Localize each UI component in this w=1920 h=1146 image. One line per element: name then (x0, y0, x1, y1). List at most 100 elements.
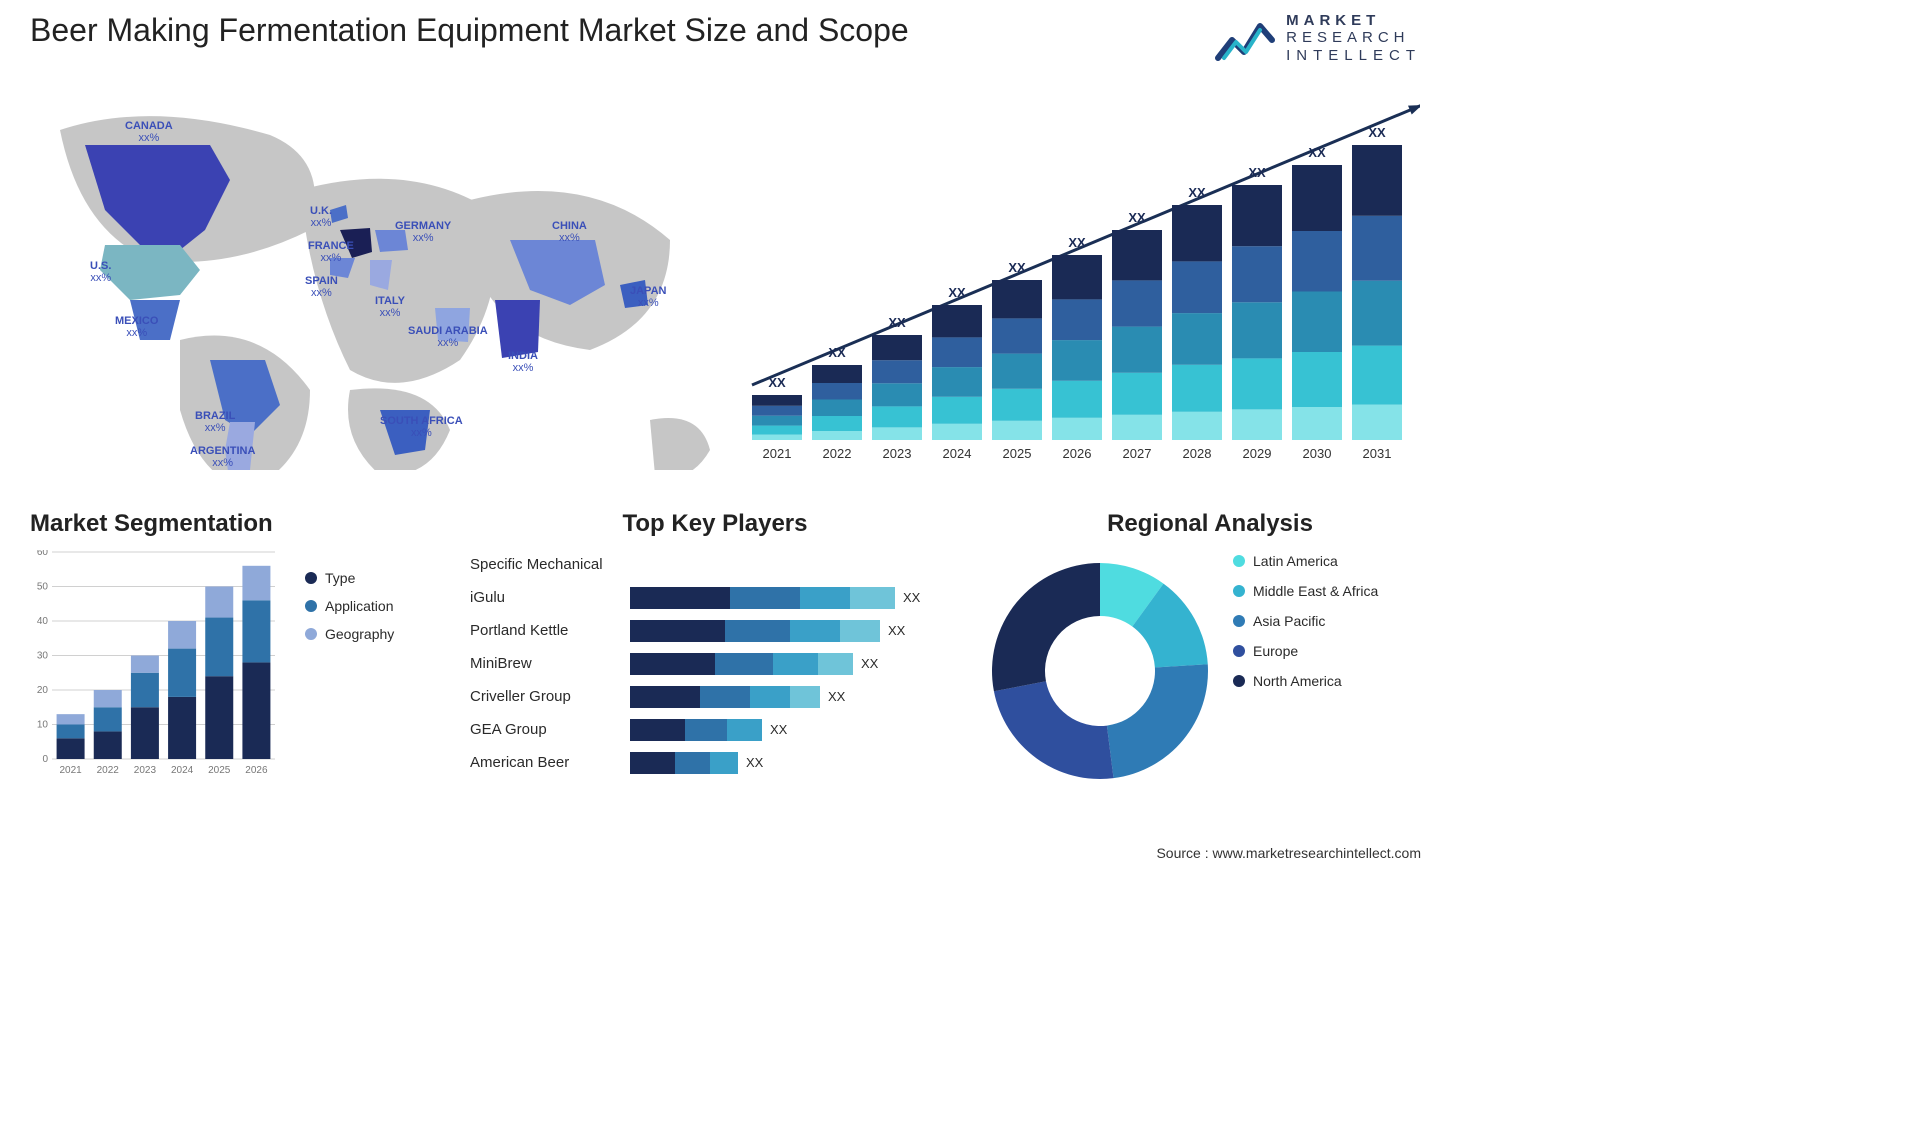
svg-text:2021: 2021 (763, 446, 792, 461)
svg-text:2023: 2023 (134, 765, 157, 776)
regional-section: Regional Analysis Latin America Middle Ea… (990, 510, 1430, 788)
svg-text:10: 10 (37, 720, 49, 731)
svg-text:2024: 2024 (171, 765, 194, 776)
keyplayer-row: MiniBrew XX (470, 647, 960, 680)
keyplayer-row: Criveller Group XX (470, 680, 960, 713)
map-label: CANADAxx% (125, 120, 173, 144)
page-title: Beer Making Fermentation Equipment Marke… (30, 12, 909, 49)
keyplayer-bar (630, 653, 853, 675)
keyplayer-value: XX (861, 656, 878, 671)
keyplayer-bar (630, 686, 820, 708)
legend-item: Middle East & Africa (1233, 583, 1378, 599)
segmentation-section: Market Segmentation 0 10 20 30 40 50 60 2021 202… (30, 510, 450, 800)
keyplayer-value: XX (746, 755, 763, 770)
svg-text:2028: 2028 (1183, 446, 1212, 461)
keyplayer-bar (630, 752, 738, 774)
svg-text:XX: XX (1368, 125, 1386, 140)
keyplayer-bar (630, 719, 762, 741)
svg-text:XX: XX (1248, 165, 1266, 180)
legend-item: Application (305, 598, 394, 614)
map-label: CHINAxx% (552, 220, 587, 244)
svg-text:50: 50 (37, 582, 49, 593)
keyplayer-label: iGulu (470, 589, 630, 606)
regional-legend: Latin America Middle East & Africa Asia Pa… (1233, 553, 1378, 703)
keyplayer-label: MiniBrew (470, 655, 630, 672)
svg-text:2026: 2026 (1063, 446, 1092, 461)
keyplayer-label: Specific Mechanical (470, 556, 630, 573)
legend-item: North America (1233, 673, 1378, 689)
keyplayer-label: GEA Group (470, 721, 630, 738)
svg-text:XX: XX (1008, 260, 1026, 275)
keyplayer-value: XX (770, 722, 787, 737)
keyplayer-label: American Beer (470, 754, 630, 771)
keyplayer-row: iGulu XX (470, 581, 960, 614)
keyplayers-title: Top Key Players (470, 510, 960, 538)
world-map: CANADAxx% U.S.xx% MEXICOxx% BRAZILxx% ARGENT… (30, 90, 710, 470)
keyplayer-row: Specific Mechanical (470, 548, 960, 581)
map-label: U.K.xx% (310, 205, 332, 229)
svg-text:2022: 2022 (97, 765, 120, 776)
map-label: GERMANYxx% (395, 220, 451, 244)
svg-text:XX: XX (1068, 235, 1086, 250)
map-label: SAUDI ARABIAxx% (408, 325, 488, 349)
map-label: INDIAxx% (508, 350, 538, 374)
map-label: MEXICOxx% (115, 315, 158, 339)
growth-chart: XX 2021 XX 2022 XX 2023 XX 2024 XX 2025 XX 2026 XX 20… (740, 90, 1420, 470)
logo-line2: RESEARCH (1286, 29, 1421, 46)
map-label: SPAINxx% (305, 275, 338, 299)
svg-text:2025: 2025 (1003, 446, 1032, 461)
svg-text:XX: XX (888, 315, 906, 330)
svg-text:2027: 2027 (1123, 446, 1152, 461)
map-label: U.S.xx% (90, 260, 111, 284)
svg-text:XX: XX (1308, 145, 1326, 160)
legend-item: Latin America (1233, 553, 1378, 569)
source-text: Source : www.marketresearchintellect.com (1156, 845, 1421, 861)
keyplayer-bar (630, 620, 880, 642)
keyplayer-value: XX (828, 689, 845, 704)
svg-text:2030: 2030 (1303, 446, 1332, 461)
keyplayer-label: Portland Kettle (470, 622, 630, 639)
keyplayer-value: XX (903, 590, 920, 605)
svg-text:60: 60 (37, 550, 49, 558)
map-label: ARGENTINAxx% (190, 445, 255, 469)
segmentation-title: Market Segmentation (30, 510, 450, 538)
regional-title: Regional Analysis (990, 510, 1430, 538)
svg-text:2026: 2026 (245, 765, 268, 776)
brand-logo: MARKET RESEARCH INTELLECT (1214, 12, 1421, 64)
svg-text:XX: XX (948, 285, 966, 300)
map-label: SOUTH AFRICAxx% (380, 415, 463, 439)
svg-text:2025: 2025 (208, 765, 231, 776)
svg-text:2024: 2024 (943, 446, 972, 461)
svg-text:2022: 2022 (823, 446, 852, 461)
keyplayer-bar (630, 587, 895, 609)
svg-text:XX: XX (828, 345, 846, 360)
svg-text:XX: XX (1128, 210, 1146, 225)
map-label: ITALYxx% (375, 295, 405, 319)
keyplayer-label: Criveller Group (470, 688, 630, 705)
svg-text:30: 30 (37, 651, 49, 662)
keyplayer-value: XX (888, 623, 905, 638)
svg-text:XX: XX (768, 375, 786, 390)
svg-text:0: 0 (42, 754, 48, 765)
keyplayers-section: Top Key Players Specific Mechanical iGulu… (470, 510, 960, 779)
svg-text:2031: 2031 (1363, 446, 1392, 461)
legend-item: Geography (305, 626, 394, 642)
keyplayer-row: American Beer XX (470, 746, 960, 779)
logo-mark-icon (1214, 12, 1276, 64)
logo-line1: MARKET (1286, 12, 1421, 29)
keyplayer-row: GEA Group XX (470, 713, 960, 746)
logo-line3: INTELLECT (1286, 47, 1421, 64)
legend-item: Asia Pacific (1233, 613, 1378, 629)
svg-text:20: 20 (37, 685, 49, 696)
legend-item: Europe (1233, 643, 1378, 659)
legend-item: Type (305, 570, 394, 586)
map-label: BRAZILxx% (195, 410, 235, 434)
svg-text:2029: 2029 (1243, 446, 1272, 461)
svg-text:40: 40 (37, 616, 49, 627)
map-label: JAPANxx% (630, 285, 666, 309)
regional-donut (990, 553, 1215, 788)
svg-text:XX: XX (1188, 185, 1206, 200)
svg-text:2023: 2023 (883, 446, 912, 461)
keyplayer-row: Portland Kettle XX (470, 614, 960, 647)
svg-text:2021: 2021 (59, 765, 82, 776)
